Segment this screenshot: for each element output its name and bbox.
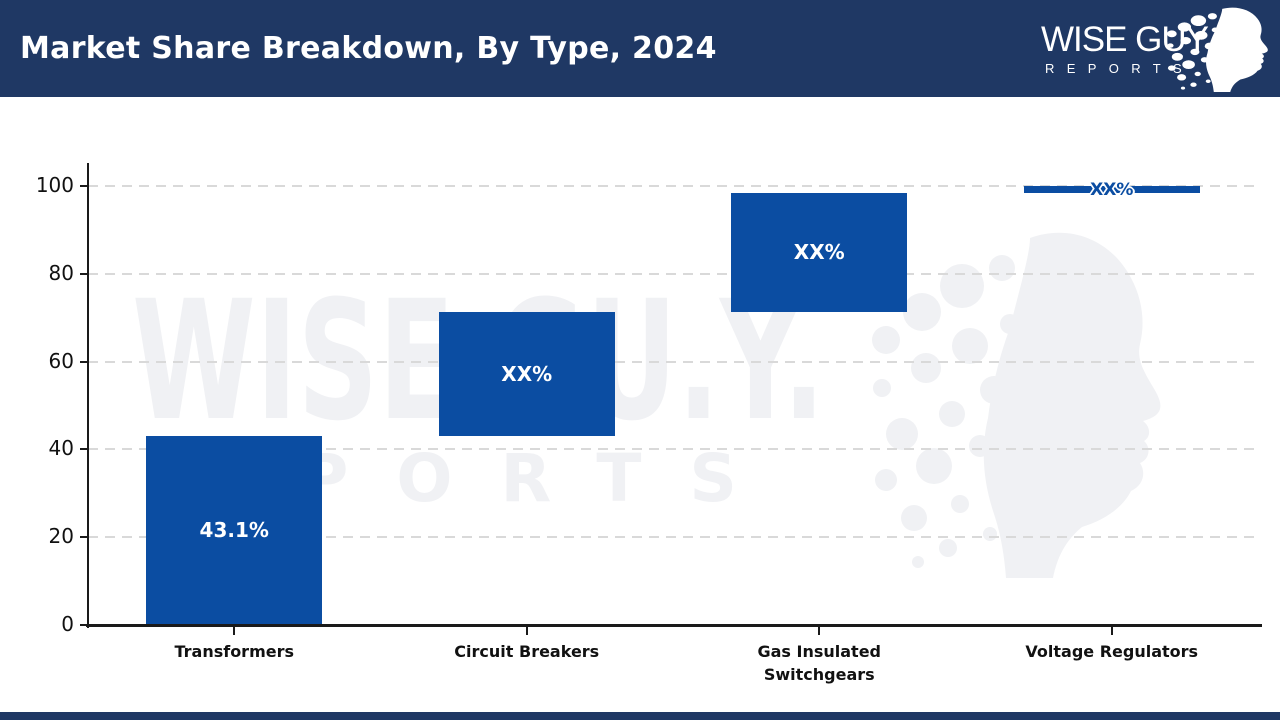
x-tick-label: Transformers bbox=[174, 642, 295, 661]
x-tick-mark bbox=[525, 627, 528, 635]
brand-subtitle: REPORTS bbox=[1045, 61, 1195, 76]
brand-face-icon bbox=[1166, 7, 1268, 93]
gridline bbox=[88, 448, 1258, 451]
y-tick-label: 100 bbox=[35, 173, 74, 197]
bar: XX% bbox=[438, 311, 615, 436]
gridline bbox=[88, 272, 1258, 275]
x-axis-line bbox=[86, 624, 1262, 627]
y-tick-label: 80 bbox=[48, 260, 74, 285]
y-tick-label: 60 bbox=[48, 348, 74, 373]
y-axis-line bbox=[87, 163, 89, 628]
footer-bar bbox=[0, 712, 1280, 720]
bar: XX% bbox=[1023, 180, 1200, 200]
bar-value-label: XX% bbox=[793, 240, 845, 265]
x-tick-mark bbox=[233, 627, 236, 635]
y-tick-label: 0 bbox=[61, 612, 74, 636]
y-tick-mark bbox=[80, 624, 88, 626]
bar-value-label: XX% bbox=[501, 361, 553, 386]
bar-value-label: 43.1% bbox=[199, 518, 269, 543]
y-tick-label: 40 bbox=[48, 436, 74, 461]
y-tick-label: 20 bbox=[48, 524, 74, 549]
page-title: Market Share Breakdown, By Type, 2024 bbox=[20, 30, 717, 66]
bar: 43.1% bbox=[146, 435, 323, 625]
header-bar: Market Share Breakdown, By Type, 2024 WI… bbox=[0, 0, 1280, 97]
x-tick-mark bbox=[818, 627, 821, 635]
y-tick-mark bbox=[80, 448, 88, 451]
gridline bbox=[88, 536, 1258, 539]
x-tick-mark bbox=[1110, 627, 1113, 635]
y-tick-mark bbox=[80, 185, 88, 187]
y-tick-mark bbox=[80, 360, 88, 363]
gridline bbox=[88, 185, 1258, 187]
brand-logo: WISE GUY REPORTS bbox=[1031, 3, 1268, 95]
watermark-text-2: PORTS bbox=[300, 440, 785, 517]
x-tick-label: Circuit Breakers bbox=[454, 642, 600, 661]
x-tick-label: Voltage Regulators bbox=[1025, 642, 1199, 661]
x-tick-label: Gas Insulated Switchgears bbox=[757, 642, 881, 685]
gridline bbox=[88, 360, 1258, 363]
bar: XX% bbox=[731, 193, 908, 312]
y-tick-mark bbox=[80, 536, 88, 539]
y-tick-mark bbox=[80, 272, 88, 275]
bar-value-label: XX% bbox=[1090, 179, 1134, 200]
